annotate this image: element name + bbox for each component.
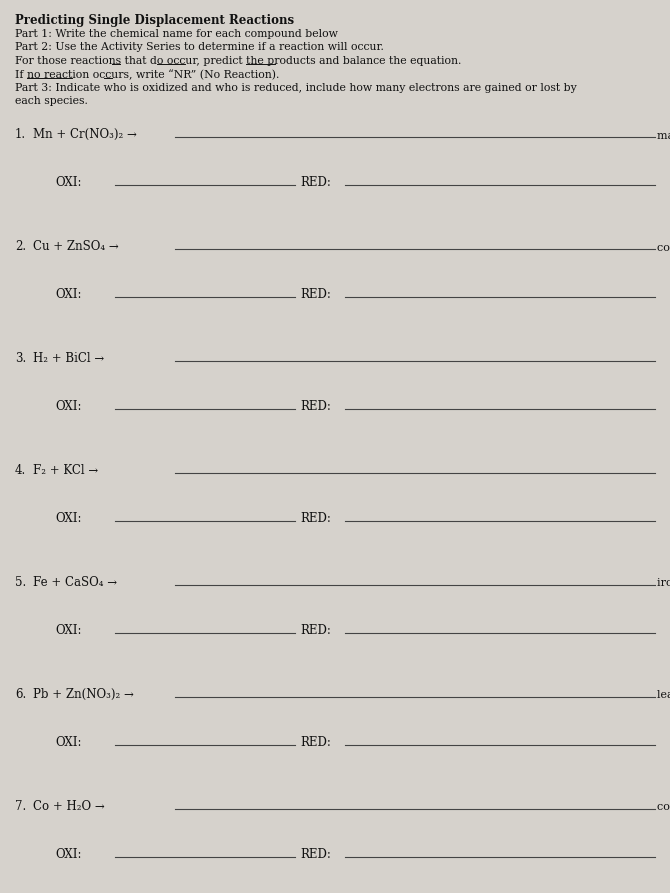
Text: H₂ + BiCl →: H₂ + BiCl →	[33, 352, 105, 365]
Text: 1.: 1.	[15, 128, 26, 141]
Text: 7.: 7.	[15, 800, 26, 813]
Text: RED:: RED:	[300, 512, 331, 525]
Text: F₂ + KCl →: F₂ + KCl →	[33, 464, 98, 477]
Text: If no reaction occurs, write “NR” (No Reaction).: If no reaction occurs, write “NR” (No Re…	[15, 70, 279, 80]
Text: RED:: RED:	[300, 736, 331, 749]
Text: For those reactions that do occur, predict the products and balance the equation: For those reactions that do occur, predi…	[15, 56, 462, 66]
Text: each species.: each species.	[15, 96, 88, 106]
Text: Part 3: Indicate who is oxidized and who is reduced, include how many electrons : Part 3: Indicate who is oxidized and who…	[15, 83, 577, 93]
Text: OXI:: OXI:	[55, 288, 82, 301]
Text: OXI:: OXI:	[55, 400, 82, 413]
Text: Mn + Cr(NO₃)₂ →: Mn + Cr(NO₃)₂ →	[33, 128, 137, 141]
Text: RED:: RED:	[300, 288, 331, 301]
Text: 5.: 5.	[15, 576, 26, 589]
Text: Co + H₂O →: Co + H₂O →	[33, 800, 105, 813]
Text: OXI:: OXI:	[55, 848, 82, 861]
Text: OXI:: OXI:	[55, 512, 82, 525]
Text: Fe + CaSO₄ →: Fe + CaSO₄ →	[33, 576, 117, 589]
Text: copper (II): copper (II)	[657, 242, 670, 253]
Text: RED:: RED:	[300, 624, 331, 637]
Text: cobalt (II): cobalt (II)	[657, 802, 670, 813]
Text: OXI:: OXI:	[55, 624, 82, 637]
Text: Cu + ZnSO₄ →: Cu + ZnSO₄ →	[33, 240, 119, 253]
Text: 4.: 4.	[15, 464, 26, 477]
Text: manganese (II): manganese (II)	[657, 130, 670, 140]
Text: Part 2: Use the Activity Series to determine if a reaction will occur.: Part 2: Use the Activity Series to deter…	[15, 43, 384, 53]
Text: RED:: RED:	[300, 848, 331, 861]
Text: Pb + Zn(NO₃)₂ →: Pb + Zn(NO₃)₂ →	[33, 688, 134, 701]
Text: RED:: RED:	[300, 400, 331, 413]
Text: Part 1: Write the chemical name for each compound below: Part 1: Write the chemical name for each…	[15, 29, 338, 39]
Text: 3.: 3.	[15, 352, 26, 365]
Text: iron (III): iron (III)	[657, 578, 670, 588]
Text: 2.: 2.	[15, 240, 26, 253]
Text: Predicting Single Displacement Reactions: Predicting Single Displacement Reactions	[15, 14, 294, 27]
Text: OXI:: OXI:	[55, 176, 82, 189]
Text: lead (II): lead (II)	[657, 690, 670, 700]
Text: RED:: RED:	[300, 176, 331, 189]
Text: OXI:: OXI:	[55, 736, 82, 749]
Text: 6.: 6.	[15, 688, 26, 701]
